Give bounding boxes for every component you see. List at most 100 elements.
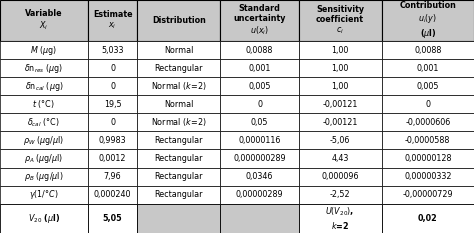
Bar <box>220 186 299 204</box>
Text: -5,06: -5,06 <box>330 136 350 145</box>
Bar <box>137 95 220 113</box>
Text: 0: 0 <box>110 64 115 73</box>
Text: 0,000000289: 0,000000289 <box>233 154 286 163</box>
Text: 0,00000289: 0,00000289 <box>236 190 283 199</box>
Bar <box>220 131 299 150</box>
Text: Rectangular: Rectangular <box>155 172 203 181</box>
Bar <box>299 150 382 168</box>
Text: Rectangular: Rectangular <box>155 190 203 199</box>
Text: 1,00: 1,00 <box>331 46 349 55</box>
Bar <box>0 95 88 113</box>
Text: -0,00121: -0,00121 <box>322 100 358 109</box>
Bar <box>382 59 474 77</box>
Bar <box>220 95 299 113</box>
Text: 0,0346: 0,0346 <box>246 172 273 181</box>
Text: -0,00000729: -0,00000729 <box>402 190 453 199</box>
Bar <box>88 168 137 186</box>
Text: $t$ (°C): $t$ (°C) <box>32 98 55 110</box>
Bar <box>137 186 220 204</box>
Text: 0,0088: 0,0088 <box>414 46 441 55</box>
Text: -0,0000606: -0,0000606 <box>405 118 450 127</box>
Text: 0,0088: 0,0088 <box>246 46 273 55</box>
Bar <box>88 150 137 168</box>
Text: $\rho_A$ ($\mu$g/$\mu$l): $\rho_A$ ($\mu$g/$\mu$l) <box>24 152 64 165</box>
Text: $\gamma$($1/°C$): $\gamma$($1/°C$) <box>29 188 59 201</box>
Text: Normal ($k$=2): Normal ($k$=2) <box>151 116 207 128</box>
Bar <box>0 204 88 233</box>
Bar <box>0 113 88 131</box>
Bar <box>220 150 299 168</box>
Bar <box>0 41 88 59</box>
Bar <box>220 77 299 95</box>
Text: 0,05: 0,05 <box>251 118 268 127</box>
Text: $\delta_{cal}$ (°C): $\delta_{cal}$ (°C) <box>27 116 60 129</box>
Text: Standard
uncertainty
$u(x_i)$: Standard uncertainty $u(x_i)$ <box>233 4 286 37</box>
Bar <box>137 168 220 186</box>
Bar <box>299 59 382 77</box>
Text: 1,00: 1,00 <box>331 82 349 91</box>
Bar <box>299 0 382 41</box>
Text: $V_{20}$ ($\mu$l): $V_{20}$ ($\mu$l) <box>28 212 60 225</box>
Bar <box>299 77 382 95</box>
Text: 0,001: 0,001 <box>417 64 439 73</box>
Bar <box>0 131 88 150</box>
Bar <box>88 59 137 77</box>
Text: 0,02: 0,02 <box>418 214 438 223</box>
Text: 5,033: 5,033 <box>101 46 124 55</box>
Bar <box>88 113 137 131</box>
Bar <box>137 131 220 150</box>
Text: Rectangular: Rectangular <box>155 64 203 73</box>
Text: Distribution: Distribution <box>152 16 206 25</box>
Bar <box>382 0 474 41</box>
Text: 0: 0 <box>425 100 430 109</box>
Bar <box>220 204 299 233</box>
Bar <box>0 59 88 77</box>
Bar <box>137 77 220 95</box>
Text: $\delta$n$_{res}$ ($\mu$g): $\delta$n$_{res}$ ($\mu$g) <box>24 62 64 75</box>
Bar <box>299 113 382 131</box>
Bar <box>137 0 220 41</box>
Bar <box>137 59 220 77</box>
Bar <box>137 150 220 168</box>
Bar <box>0 77 88 95</box>
Bar <box>299 95 382 113</box>
Bar <box>137 113 220 131</box>
Bar <box>0 150 88 168</box>
Text: 0,0012: 0,0012 <box>99 154 127 163</box>
Text: 4,43: 4,43 <box>331 154 349 163</box>
Text: $M$ ($\mu$g): $M$ ($\mu$g) <box>30 44 57 57</box>
Text: 0: 0 <box>110 118 115 127</box>
Text: -0,00121: -0,00121 <box>322 118 358 127</box>
Bar <box>137 204 220 233</box>
Text: Normal: Normal <box>164 46 193 55</box>
Bar <box>0 0 88 41</box>
Bar <box>220 59 299 77</box>
Text: 19,5: 19,5 <box>104 100 121 109</box>
Bar <box>382 113 474 131</box>
Bar <box>382 204 474 233</box>
Bar <box>88 204 137 233</box>
Text: $\delta$n$_{cal}$ ($\mu$g): $\delta$n$_{cal}$ ($\mu$g) <box>25 80 63 93</box>
Text: 5,05: 5,05 <box>103 214 122 223</box>
Bar <box>0 168 88 186</box>
Text: 0,001: 0,001 <box>248 64 271 73</box>
Bar <box>382 168 474 186</box>
Bar <box>299 41 382 59</box>
Bar <box>0 186 88 204</box>
Text: Estimate
$x_i$: Estimate $x_i$ <box>93 10 132 31</box>
Text: -2,52: -2,52 <box>330 190 350 199</box>
Bar <box>88 95 137 113</box>
Text: 0,000240: 0,000240 <box>94 190 131 199</box>
Text: 0,000096: 0,000096 <box>321 172 359 181</box>
Text: $\rho_W$ ($\mu$g/$\mu$l): $\rho_W$ ($\mu$g/$\mu$l) <box>23 134 64 147</box>
Bar <box>220 113 299 131</box>
Bar <box>382 41 474 59</box>
Bar <box>137 41 220 59</box>
Bar <box>88 0 137 41</box>
Text: -0,0000588: -0,0000588 <box>405 136 450 145</box>
Text: Rectangular: Rectangular <box>155 136 203 145</box>
Bar <box>382 77 474 95</box>
Text: Contribution
$u_i(y)$
($\mu$l): Contribution $u_i(y)$ ($\mu$l) <box>400 1 456 40</box>
Bar <box>88 41 137 59</box>
Text: Sensitivity
coefficient
$c_i$: Sensitivity coefficient $c_i$ <box>316 5 364 36</box>
